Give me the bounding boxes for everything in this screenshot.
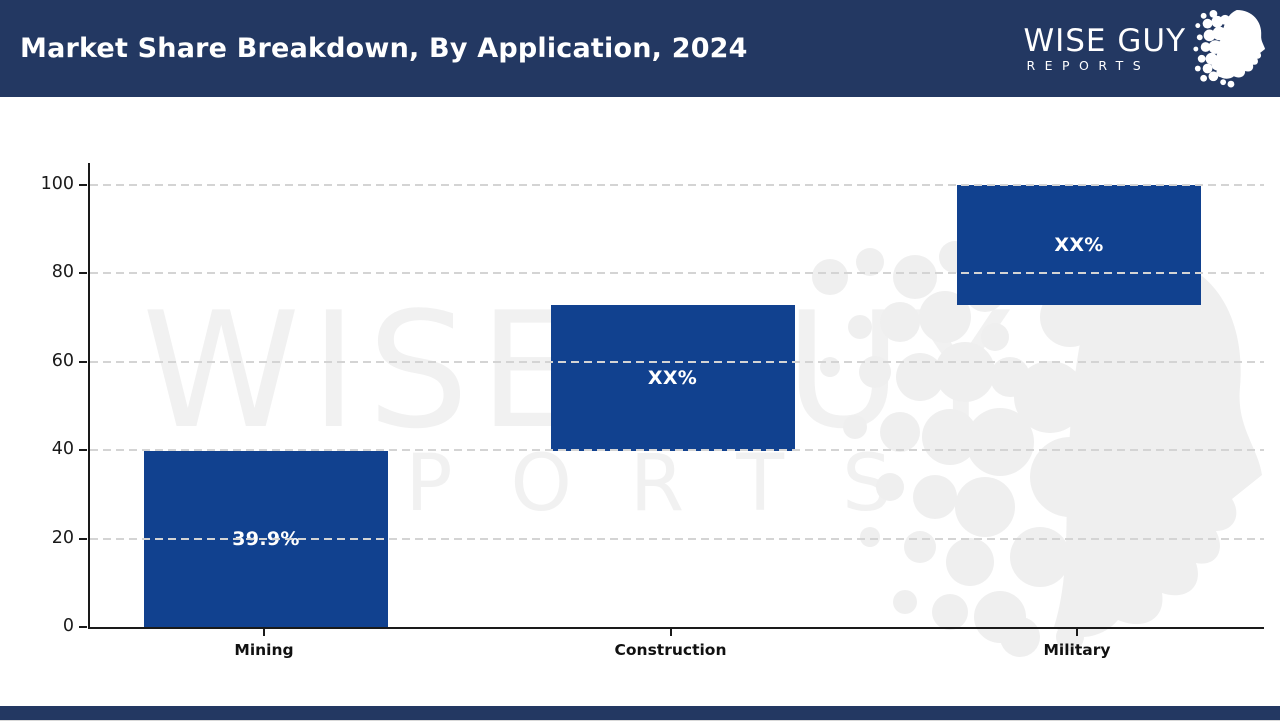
x-axis-tick [669,629,672,636]
gridline [90,184,1264,187]
footer-bar [0,706,1280,720]
bar: XX% [957,185,1201,306]
y-axis-tick-label: 100 [40,174,74,195]
y-axis-tick [79,272,87,275]
gridline [90,360,1264,363]
gridline [90,272,1264,275]
bar-value-label: XX% [647,367,698,389]
y-axis-tick [79,537,87,540]
plot-area: 39.9% XX% XX% [88,163,1264,629]
wiseguy-face-icon [1193,10,1266,88]
y-axis-tick [79,449,87,452]
y-axis-tick [79,360,87,363]
header-bar: Market Share Breakdown, By Application, … [0,0,1280,97]
logo-wordmark: WISE GUY [1023,22,1186,59]
wiseguy-logo: WISE GUY REPORTS [1023,6,1268,92]
x-axis-label: Construction [614,641,727,659]
gridline [90,537,1264,540]
y-axis-tick [79,626,87,628]
y-axis-tick-label: 80 [51,262,74,283]
y-axis-tick-label: 0 [62,616,74,636]
y-axis-tick-label: 40 [51,439,74,460]
gridline [90,449,1264,452]
bar: XX% [550,305,795,451]
y-axis-tick [79,184,87,187]
logo-subtitle: REPORTS [1026,58,1151,74]
x-axis-label: Mining [234,641,294,659]
x-axis-label: Military [1043,641,1111,659]
y-axis-tick-label: 60 [51,350,74,371]
y-axis-tick-label: 20 [51,527,74,548]
x-axis-tick [1076,629,1078,636]
logo-text: WISE GUY REPORTS [1023,25,1186,74]
bar-value-label: XX% [1054,234,1104,257]
x-axis-tick [263,629,265,636]
page-title: Market Share Breakdown, By Application, … [20,33,748,64]
